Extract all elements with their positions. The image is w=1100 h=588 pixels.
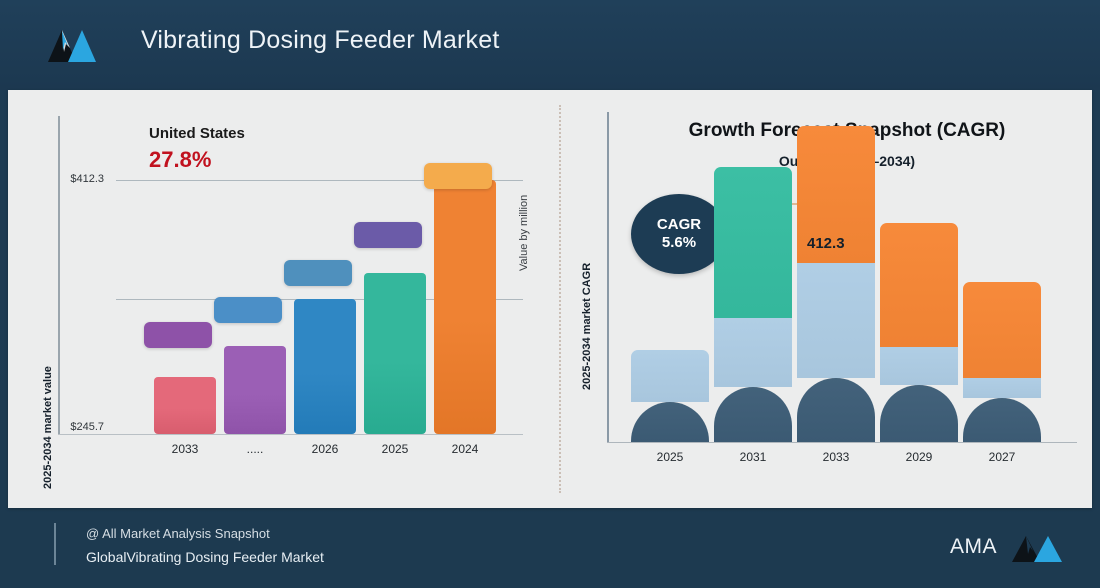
right-x-label: 2031 bbox=[739, 450, 767, 464]
left-x-label: ..... bbox=[246, 442, 264, 456]
left-x-axis-line bbox=[58, 434, 523, 435]
cagr-badge-value: 5.6% bbox=[661, 234, 697, 251]
cagr-badge-label: CAGR bbox=[656, 216, 702, 234]
left-bar bbox=[224, 345, 286, 434]
right-y-axis-line bbox=[607, 112, 609, 442]
footer-brand-text: AMA bbox=[950, 535, 998, 558]
right-bar-segment-base bbox=[880, 385, 958, 442]
left-bar-cap-marker bbox=[144, 322, 212, 349]
y-tick-lower: $245.7 bbox=[70, 421, 104, 433]
left-bar bbox=[154, 377, 216, 434]
left-bar bbox=[434, 180, 496, 434]
footer-line-2: GlobalVibrating Dosing Feeder Market bbox=[86, 549, 324, 565]
right-bar-segment-top bbox=[880, 222, 958, 347]
right-stacked-bar bbox=[714, 167, 792, 442]
right-bar-segment-top bbox=[797, 125, 875, 264]
panel-divider bbox=[559, 105, 561, 493]
right-stacked-bar bbox=[963, 281, 1041, 442]
left-x-label: 2026 bbox=[311, 442, 339, 456]
left-bar bbox=[294, 299, 356, 434]
left-bar-cap-marker bbox=[284, 260, 352, 286]
ama-mountain-logo-icon bbox=[46, 22, 98, 66]
footer-line-1: @ All Market Analysis Snapshot bbox=[86, 526, 270, 541]
right-x-label: 2029 bbox=[905, 450, 933, 464]
right-bar-segment-base bbox=[714, 387, 792, 442]
right-chart: Growth Forecast Snapshot (CAGR) Outlook … bbox=[559, 90, 1092, 508]
right-bar-segment-base bbox=[963, 397, 1041, 442]
right-chart-callout-value: 412.3 bbox=[807, 235, 845, 252]
page-footer bbox=[0, 508, 1100, 588]
left-chart-country: United States bbox=[149, 125, 245, 142]
right-bar-segment-mid bbox=[631, 350, 709, 402]
right-bar-segment-mid bbox=[963, 377, 1041, 398]
right-bar-segment-base bbox=[797, 377, 875, 442]
left-chart-percent: 27.8% bbox=[149, 147, 212, 172]
right-bar-segment-top bbox=[963, 281, 1041, 378]
right-bar-segment-mid bbox=[714, 318, 792, 387]
right-x-label: 2033 bbox=[822, 450, 850, 464]
y-tick-upper: $412.3 bbox=[70, 173, 104, 186]
left-bar-cap-marker bbox=[424, 162, 492, 189]
page-header: Vibrating Dosing Feeder Market bbox=[0, 0, 1100, 90]
right-bar-segment-mid bbox=[880, 346, 958, 386]
left-y-axis-line bbox=[58, 116, 60, 434]
right-stacked-bar bbox=[797, 125, 875, 442]
right-x-axis-line bbox=[607, 442, 1077, 443]
ama-mountain-logo-icon bbox=[1010, 531, 1068, 565]
right-bar-segment-base bbox=[631, 401, 709, 442]
right-x-label: 2027 bbox=[988, 450, 1016, 464]
right-x-label: 2025 bbox=[656, 450, 684, 464]
right-bar-segment-mid bbox=[797, 263, 875, 378]
left-bar bbox=[364, 273, 426, 434]
page-title: Vibrating Dosing Feeder Market bbox=[141, 26, 500, 54]
right-stacked-bar bbox=[880, 222, 958, 442]
gridline-upper bbox=[116, 180, 523, 182]
footer-accent-bar bbox=[54, 523, 56, 565]
left-bar-cap-marker bbox=[354, 221, 422, 248]
cagr-badge: CAGR 5.6% bbox=[631, 194, 727, 274]
left-chart: 2025-2034 market value United States 27.… bbox=[8, 90, 559, 508]
right-bar-segment-top bbox=[714, 167, 792, 319]
left-bar-cap-marker bbox=[214, 297, 282, 324]
right-stacked-bar bbox=[631, 350, 709, 442]
left-x-label: 2024 bbox=[451, 442, 479, 456]
left-x-label: 2033 bbox=[171, 442, 199, 456]
left-x-label: 2025 bbox=[381, 442, 409, 456]
